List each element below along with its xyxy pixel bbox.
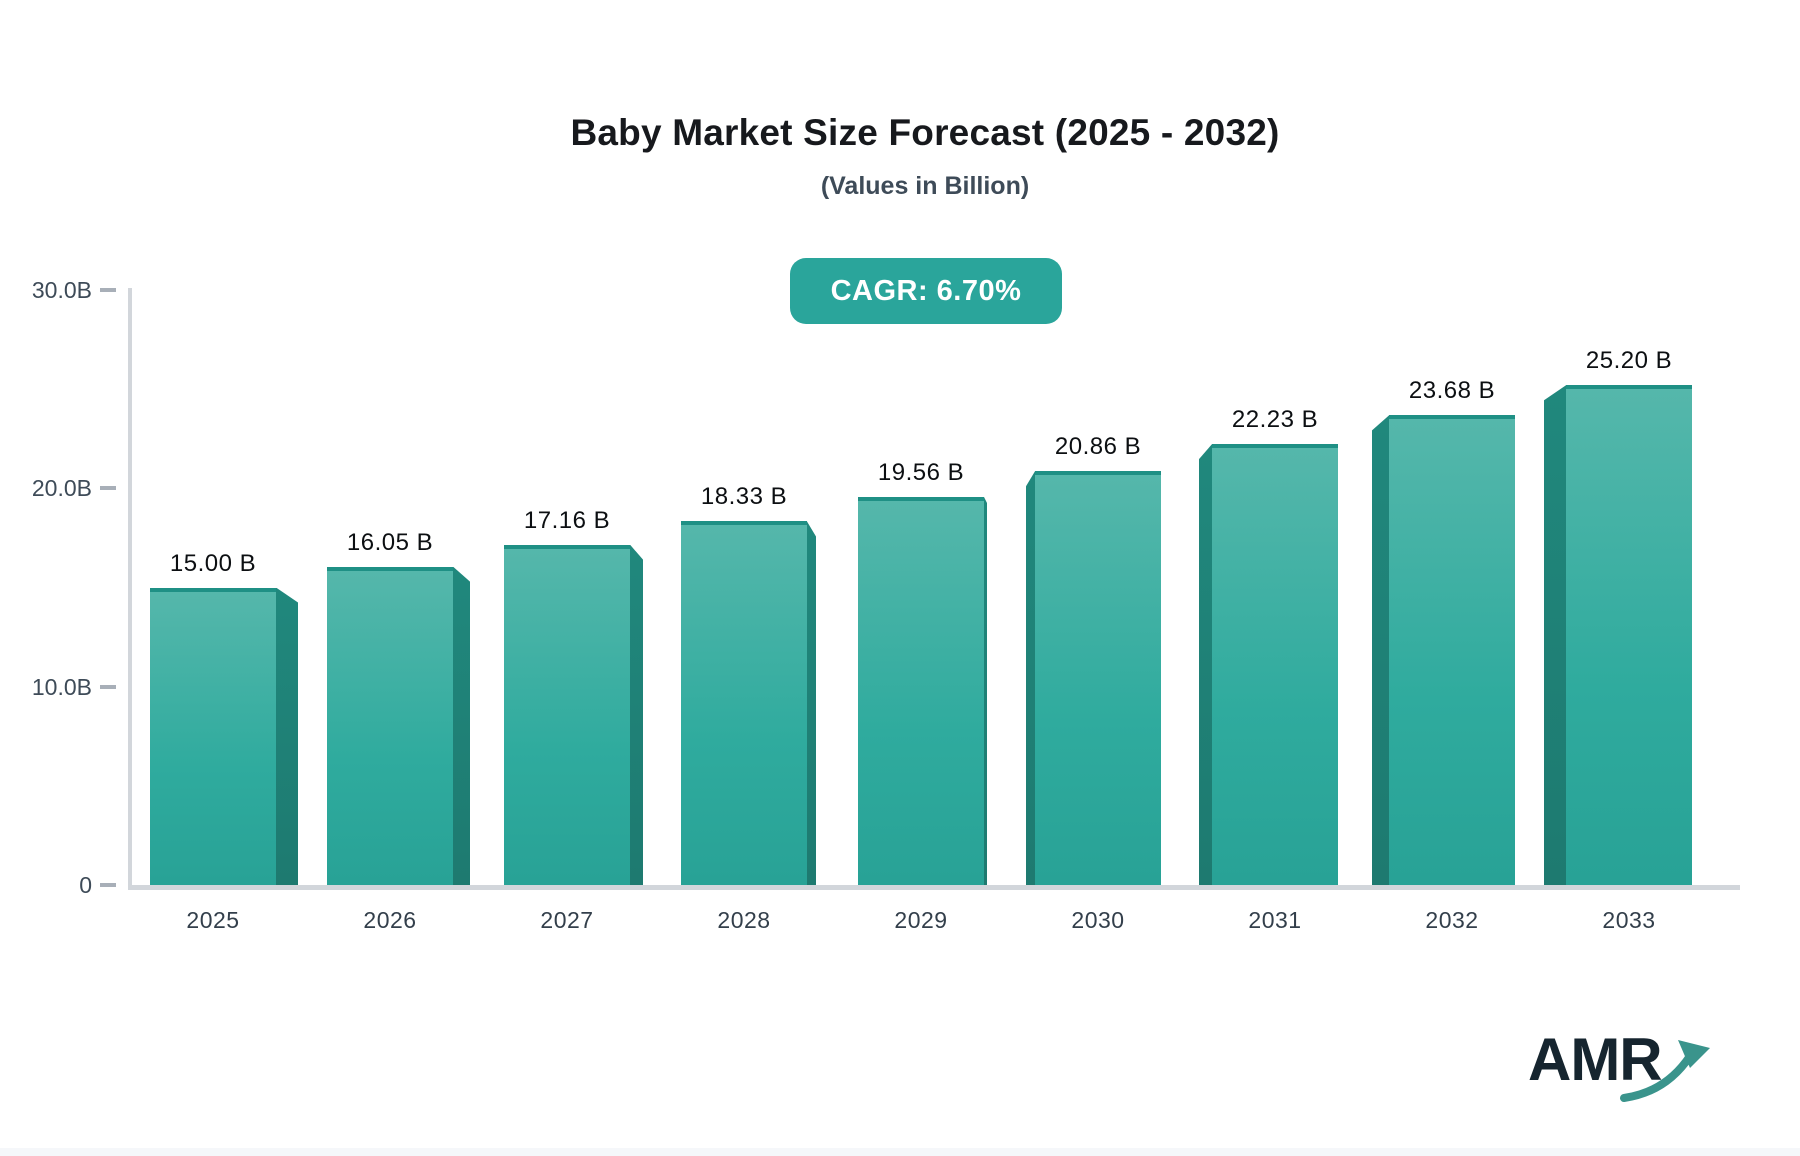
trend-arrow-icon	[1620, 1040, 1710, 1102]
bar-front	[504, 544, 630, 885]
y-tick	[100, 684, 116, 689]
x-tick-label: 2031	[1248, 907, 1302, 933]
bar-side	[1199, 444, 1212, 885]
x-tick-label: 2026	[363, 907, 417, 933]
x-tick-label: 2030	[1071, 907, 1125, 933]
bar-front	[681, 521, 807, 885]
bar-value-label: 16.05 B	[346, 528, 434, 556]
bar-front	[1389, 415, 1515, 885]
x-tick-label: 2029	[894, 907, 948, 933]
bar-side	[630, 544, 643, 885]
y-tick-label: 10.0B	[31, 673, 92, 700]
y-tick	[100, 486, 116, 491]
bar-value-label: 22.23 B	[1231, 406, 1319, 434]
cagr-badge: CAGR: 6.70%	[790, 258, 1062, 324]
cagr-badge-label: CAGR: 6.70%	[830, 274, 1022, 307]
bar-front	[150, 587, 276, 885]
bar-side	[1372, 415, 1389, 885]
y-tick-label: 20.0B	[31, 475, 92, 502]
x-tick-label: 2025	[186, 907, 240, 933]
x-tick-label: 2028	[717, 907, 771, 933]
bar-value-label: 18.33 B	[700, 483, 788, 511]
bar-front	[1566, 385, 1692, 885]
bar-side	[984, 497, 987, 885]
bar-front	[1212, 444, 1338, 885]
bottom-strip	[0, 1148, 1800, 1156]
y-tick	[100, 288, 116, 292]
y-tick	[100, 883, 116, 887]
bar-value-label: 20.86 B	[1054, 433, 1142, 461]
bar-value-label: 23.68 B	[1408, 377, 1496, 405]
bar-value-label: 19.56 B	[877, 459, 965, 487]
bar-side	[807, 521, 816, 885]
y-tick-label: 30.0B	[31, 277, 92, 303]
x-tick-label: 2033	[1602, 907, 1656, 933]
bar-side	[276, 587, 298, 885]
x-tick-label: 2027	[540, 907, 594, 933]
bar-value-label: 15.00 B	[169, 549, 257, 577]
chart-subtitle: (Values in Billion)	[820, 172, 1030, 200]
x-axis-baseline	[128, 885, 1740, 890]
bar-value-label: 25.20 B	[1585, 347, 1673, 375]
bar-side	[453, 566, 470, 885]
bar-side	[1544, 385, 1566, 885]
y-axis-line	[128, 288, 132, 889]
amr-logo: AMR	[1528, 1030, 1718, 1110]
amr-logo-text: AMR	[1528, 1026, 1663, 1093]
y-tick-label: 0	[79, 872, 92, 898]
chart-title: Baby Market Size Forecast (2025 - 2032)	[570, 112, 1280, 153]
bar-value-label: 17.16 B	[523, 506, 611, 534]
bar-front	[1035, 471, 1161, 885]
x-tick-label: 2032	[1425, 907, 1479, 933]
bar-side	[1026, 471, 1035, 885]
bar-front	[327, 566, 453, 885]
bar-front	[858, 497, 984, 885]
